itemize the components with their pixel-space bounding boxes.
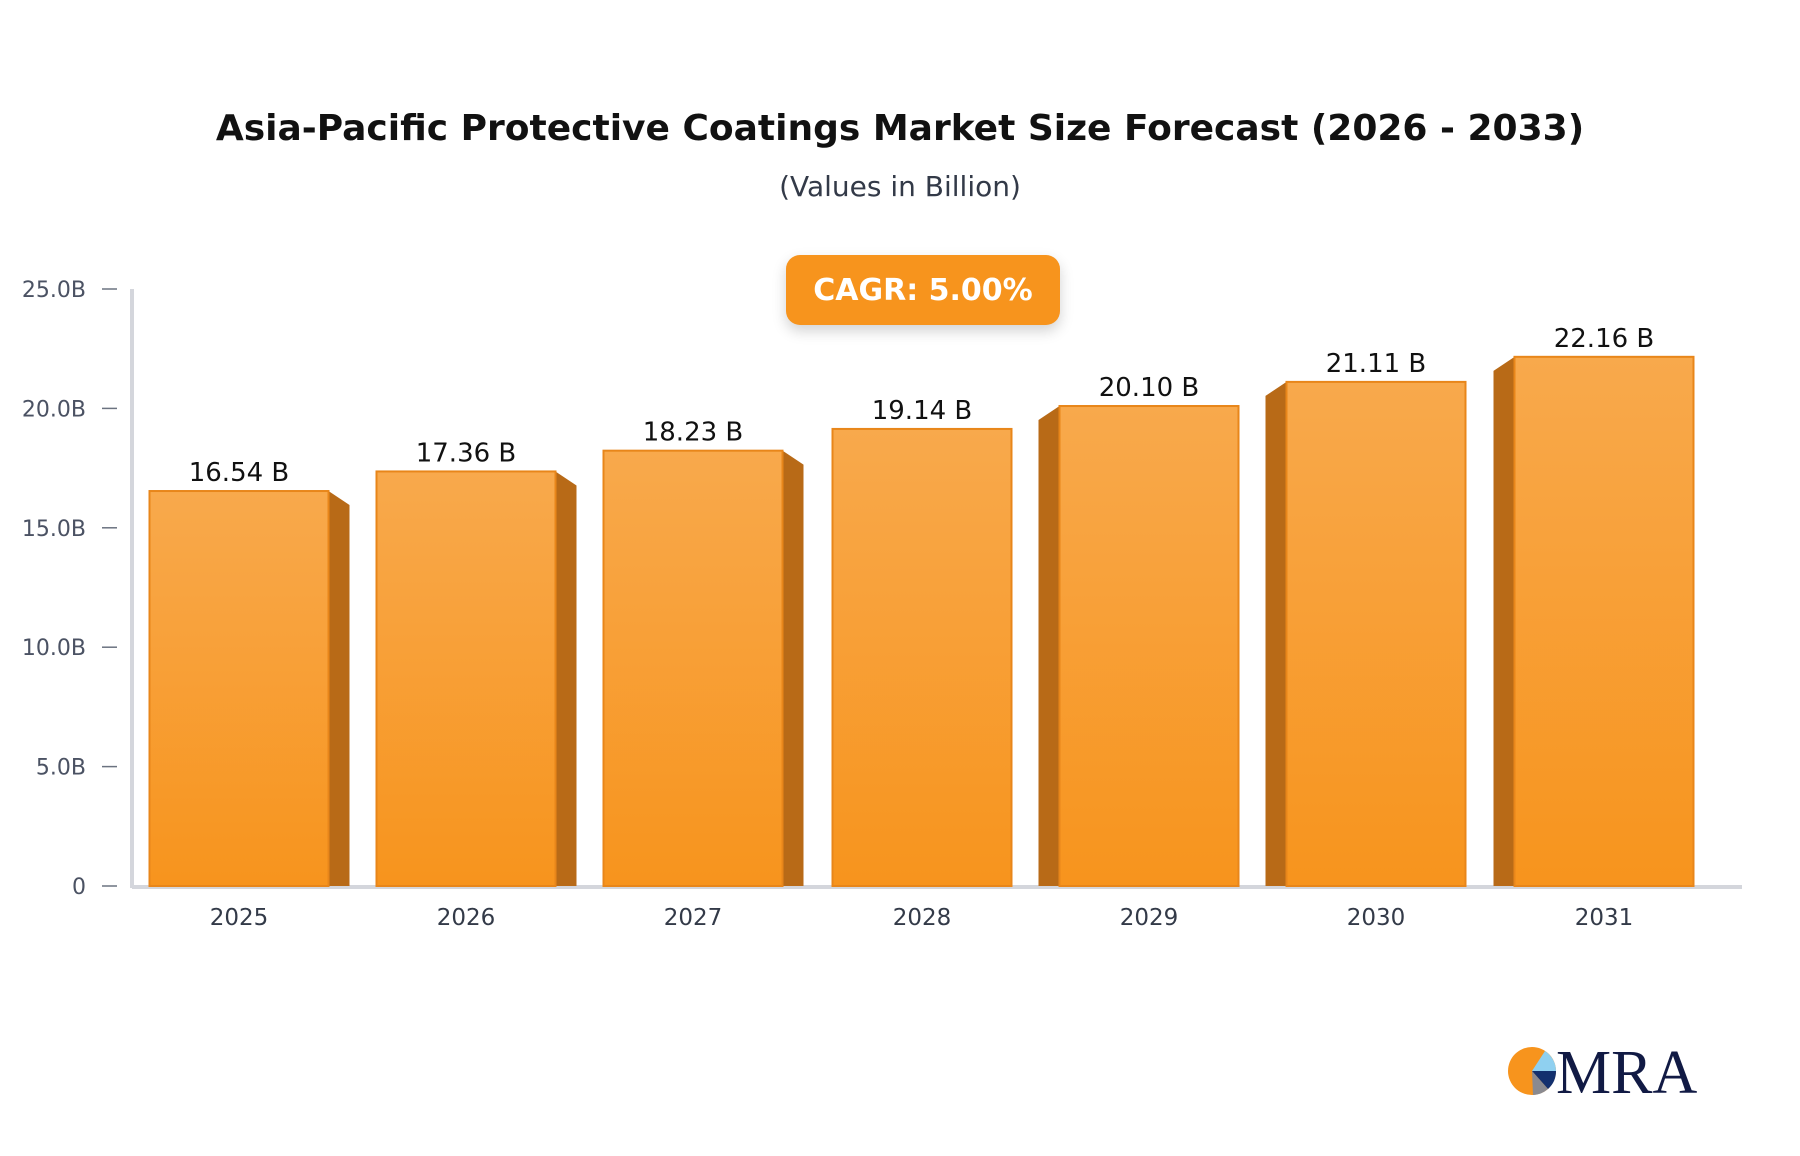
chart-title: Asia-Pacific Protective Coatings Market … [215, 108, 1585, 149]
x-tick-label: 2031 [1575, 905, 1634, 931]
bar-2027 [602, 449, 784, 887]
y-tick-label: 15.0B [22, 517, 86, 542]
x-tick-label: 2030 [1347, 905, 1406, 931]
y-tick-label: 10.0B [22, 636, 86, 661]
bar-2025 [148, 490, 330, 887]
bar-side [782, 450, 804, 886]
y-tick-label: 0 [72, 875, 86, 900]
bar-side [1265, 381, 1287, 886]
cagr-badge: CAGR: 5.00% [786, 255, 1060, 325]
bar-2030 [1285, 380, 1467, 887]
data-label: 19.14 B [872, 396, 973, 426]
x-tick-label: 2028 [893, 905, 952, 931]
y-tick-label: 25.0B [22, 278, 86, 303]
bar-2029 [1058, 405, 1240, 887]
data-label: 21.11 B [1326, 349, 1427, 379]
y-tick-label: 20.0B [22, 397, 86, 422]
x-tick-label: 2026 [437, 905, 496, 931]
bar-2028 [831, 427, 1013, 887]
bar-side [1038, 406, 1060, 886]
data-label: 17.36 B [416, 438, 517, 468]
data-label: 18.23 B [643, 418, 744, 448]
bar-side [555, 471, 577, 886]
bar-2031 [1513, 355, 1695, 887]
bar-2026 [375, 470, 557, 887]
x-tick-label: 2029 [1120, 905, 1179, 931]
bar-side [328, 491, 350, 886]
x-tick-label: 2027 [664, 905, 723, 931]
logo-text: MRA [1556, 1039, 1697, 1107]
data-label: 22.16 B [1554, 324, 1655, 354]
chart-subtitle: (Values in Billion) [779, 170, 1021, 203]
x-tick-label: 2025 [210, 905, 269, 931]
y-tick-label: 5.0B [36, 756, 86, 781]
data-label: 16.54 B [189, 458, 290, 488]
data-label: 20.10 B [1099, 373, 1200, 403]
mra-logo: MRA [1508, 1039, 1697, 1107]
bar-side [1493, 356, 1515, 886]
